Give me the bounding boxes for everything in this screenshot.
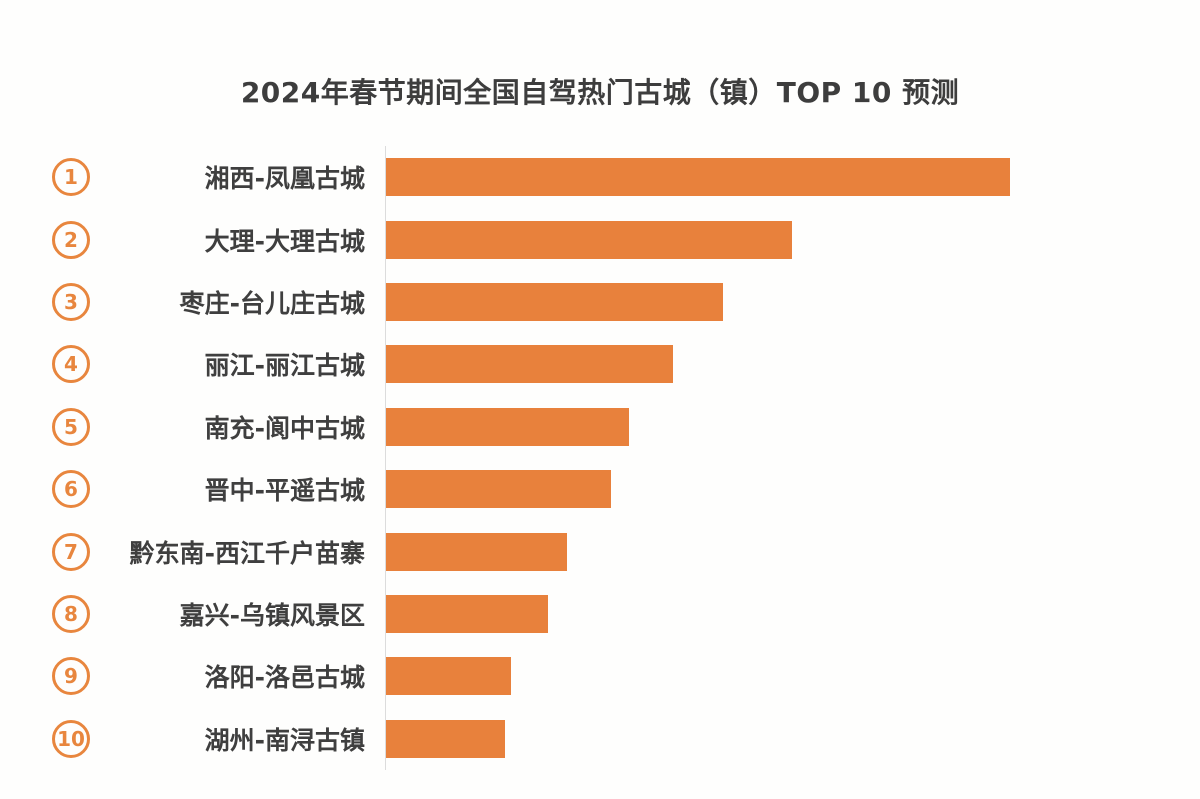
bar — [386, 282, 723, 321]
bar-track — [386, 345, 1200, 384]
rank-column: 10 — [0, 719, 112, 758]
category-label: 枣庄-台儿庄古城 — [179, 288, 365, 318]
chart-rows: 1 湘西-凤凰古城 2 大理-大理古城 3 枣庄-台儿庄古城 — [0, 146, 1200, 770]
chart-row-1: 1 湘西-凤凰古城 — [0, 146, 1200, 208]
bar-track — [386, 220, 1200, 259]
category-label: 南充-阆中古城 — [204, 413, 365, 443]
category-label: 丽江-丽江古城 — [204, 351, 365, 381]
rank-column: 9 — [0, 657, 112, 696]
rank-number: 7 — [64, 539, 78, 564]
bar-chart: 1 湘西-凤凰古城 2 大理-大理古城 3 枣庄-台儿庄古城 — [0, 146, 1200, 770]
rank-number: 1 — [64, 165, 78, 190]
chart-row-10: 10 湖州-南浔古镇 — [0, 708, 1200, 770]
bar — [386, 532, 567, 571]
rank-number: 4 — [64, 352, 78, 377]
rank-badge: 7 — [52, 532, 90, 571]
bar — [386, 470, 611, 509]
bar — [386, 657, 511, 696]
chart-row-6: 6 晋中-平遥古城 — [0, 458, 1200, 520]
rank-number: 5 — [64, 414, 78, 439]
rank-badge: 9 — [52, 657, 90, 696]
rank-number: 2 — [64, 227, 78, 252]
bar-track — [386, 158, 1200, 197]
chart-row-5: 5 南充-阆中古城 — [0, 396, 1200, 458]
category-label: 湘西-凤凰古城 — [204, 164, 365, 194]
rank-badge: 4 — [52, 345, 90, 384]
rank-number: 9 — [64, 664, 78, 689]
rank-column: 3 — [0, 282, 112, 321]
category-label: 湖州-南浔古镇 — [204, 725, 365, 755]
rank-badge: 10 — [52, 719, 90, 758]
rank-column: 7 — [0, 532, 112, 571]
rank-column: 1 — [0, 158, 112, 197]
category-label: 晋中-平遥古城 — [204, 476, 365, 506]
rank-badge: 1 — [52, 158, 90, 197]
rank-badge: 5 — [52, 407, 90, 446]
rank-column: 5 — [0, 407, 112, 446]
rank-column: 4 — [0, 345, 112, 384]
chart-row-3: 3 枣庄-台儿庄古城 — [0, 271, 1200, 333]
rank-column: 8 — [0, 594, 112, 633]
y-axis-line — [385, 146, 386, 770]
rank-number: 6 — [64, 477, 78, 502]
bar-track — [386, 719, 1200, 758]
category-label: 嘉兴-乌镇风景区 — [179, 600, 365, 630]
bar-track — [386, 407, 1200, 446]
category-label: 大理-大理古城 — [204, 226, 365, 256]
chart-row-8: 8 嘉兴-乌镇风景区 — [0, 583, 1200, 645]
rank-column: 6 — [0, 470, 112, 509]
rank-number: 10 — [57, 726, 85, 751]
bar — [386, 345, 674, 384]
rank-badge: 8 — [52, 594, 90, 633]
bar-track — [386, 470, 1200, 509]
rank-badge: 3 — [52, 282, 90, 321]
chart-row-2: 2 大理-大理古城 — [0, 208, 1200, 270]
chart-title: 2024年春节期间全国自驾热门古城（镇）TOP 10 预测 — [240, 76, 960, 109]
bar — [386, 719, 505, 758]
bar — [386, 594, 549, 633]
bar-track — [386, 532, 1200, 571]
rank-column: 2 — [0, 220, 112, 259]
bar-track — [386, 657, 1200, 696]
rank-badge: 6 — [52, 470, 90, 509]
bar-track — [386, 282, 1200, 321]
rank-number: 3 — [64, 289, 78, 314]
chart-row-9: 9 洛阳-洛邑古城 — [0, 645, 1200, 707]
rank-number: 8 — [64, 601, 78, 626]
bar-track — [386, 594, 1200, 633]
category-label: 洛阳-洛邑古城 — [204, 663, 365, 693]
chart-row-7: 7 黔东南-西江千户苗寨 — [0, 520, 1200, 582]
bar — [386, 158, 1010, 197]
bar — [386, 220, 792, 259]
chart-row-4: 4 丽江-丽江古城 — [0, 333, 1200, 395]
category-label: 黔东南-西江千户苗寨 — [129, 538, 365, 568]
rank-badge: 2 — [52, 220, 90, 259]
bar — [386, 407, 630, 446]
